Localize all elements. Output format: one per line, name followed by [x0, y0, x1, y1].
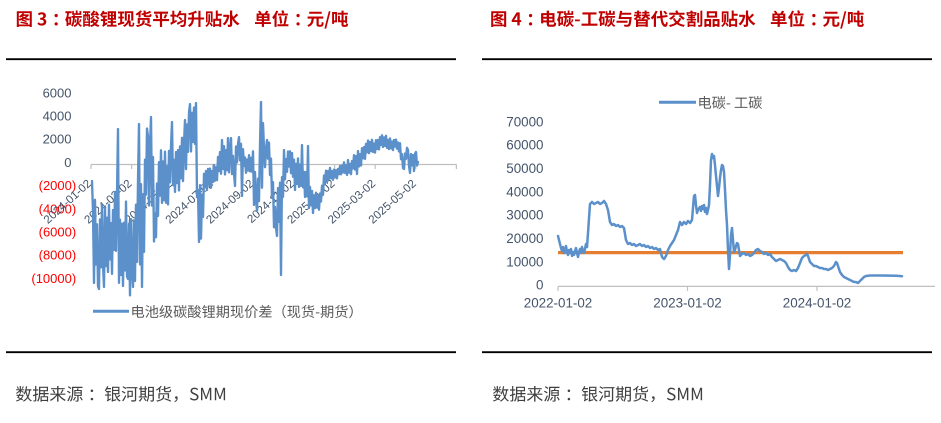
svg-text:50000: 50000	[506, 161, 543, 176]
svg-text:0: 0	[536, 278, 543, 293]
svg-text:20000: 20000	[506, 231, 543, 246]
svg-text:2000: 2000	[43, 132, 72, 147]
svg-text:2023-01-02: 2023-01-02	[653, 296, 722, 311]
svg-text:2022-01-02: 2022-01-02	[524, 296, 593, 311]
svg-text:4000: 4000	[43, 109, 72, 124]
svg-text:(2000): (2000)	[39, 178, 77, 193]
svg-text:30000: 30000	[506, 208, 543, 223]
svg-text:0: 0	[64, 155, 71, 170]
svg-text:6000: 6000	[43, 85, 72, 100]
svg-text:2024-01-02: 2024-01-02	[783, 296, 852, 311]
svg-text:40000: 40000	[506, 184, 543, 199]
svg-text:70000: 70000	[506, 114, 543, 129]
svg-text:60000: 60000	[506, 138, 543, 153]
svg-text:10000: 10000	[506, 254, 543, 269]
svg-text:(4000): (4000)	[39, 201, 77, 216]
svg-text:(6000): (6000)	[39, 225, 77, 240]
svg-text:(10000): (10000)	[31, 271, 76, 286]
svg-text:(8000): (8000)	[39, 248, 77, 263]
